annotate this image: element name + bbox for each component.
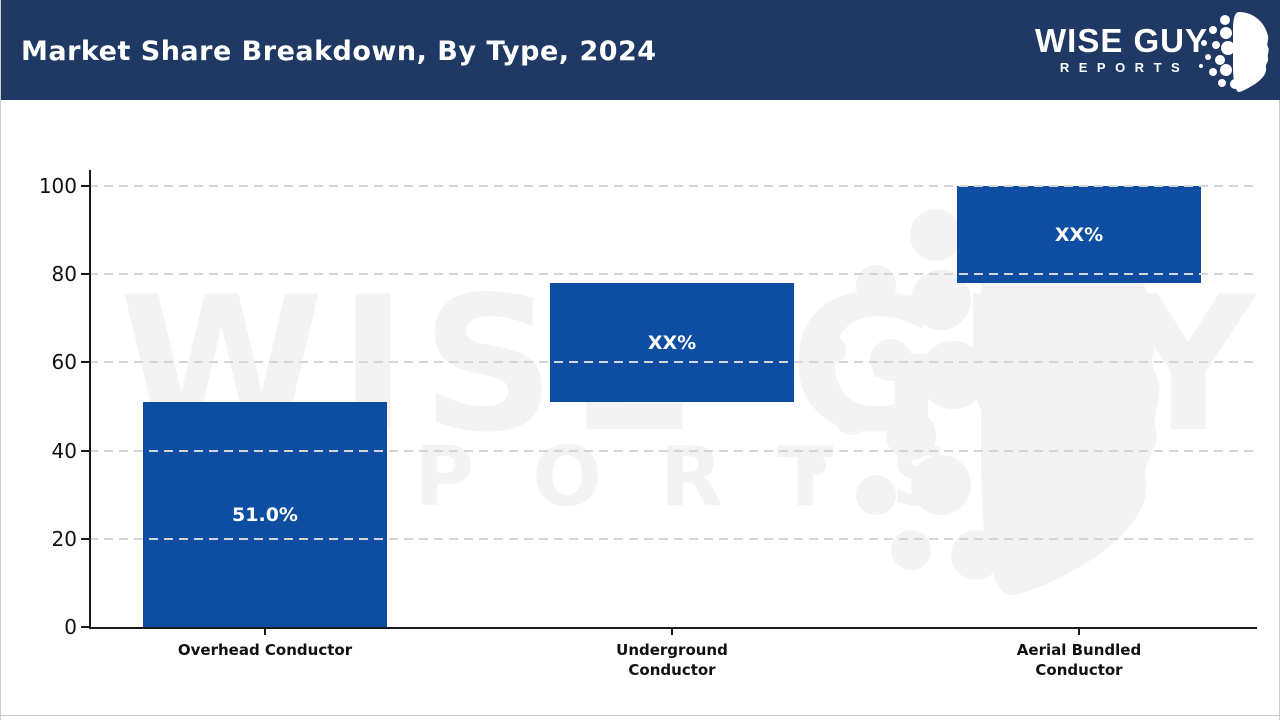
- bar-value-label: 51.0%: [232, 503, 298, 526]
- wise-guy-reports-logo: WISE GUY REPORTS: [1011, 8, 1269, 94]
- bar-segment: [143, 402, 387, 627]
- header-bar: Market Share Breakdown, By Type, 2024 WI…: [1, 0, 1280, 100]
- gridline-100: [89, 185, 1257, 187]
- y-tick-mark-80: [81, 273, 90, 276]
- y-tick-label-100: 100: [38, 174, 77, 198]
- gridline-20: [89, 537, 1257, 540]
- logo-subtitle: REPORTS: [1059, 60, 1190, 75]
- x-axis-label: Underground Conductor: [616, 641, 728, 679]
- y-tick-mark-100: [81, 185, 90, 187]
- watermark-face-icon: [806, 200, 1160, 595]
- page-bottom-border: [1, 715, 1280, 716]
- y-tick-label-40: 40: [51, 438, 77, 463]
- y-tick-label-60: 60: [51, 350, 77, 375]
- bar-value-label: XX%: [1054, 223, 1104, 246]
- bar-segment: [550, 283, 794, 403]
- y-tick-mark-0: [81, 626, 90, 628]
- bar-segment: [957, 186, 1201, 284]
- gridline-40: [89, 449, 1257, 452]
- x-axis-label: Aerial Bundled Conductor: [1016, 641, 1142, 679]
- y-tick-label-0: 0: [64, 615, 77, 639]
- logo-face-icon: [1199, 12, 1269, 92]
- y-tick-label-80: 80: [51, 262, 77, 287]
- bar-value-label: XX%: [647, 331, 697, 354]
- y-tick-mark-60: [81, 361, 90, 364]
- y-tick-label-20: 20: [51, 526, 77, 551]
- chart-title: Market Share Breakdown, By Type, 2024: [21, 36, 657, 67]
- x-axis-spine: [89, 627, 1257, 629]
- y-axis-spine: [89, 170, 91, 629]
- x-tick-mark: [264, 628, 266, 635]
- y-tick-mark-40: [81, 449, 90, 452]
- x-tick-mark: [1078, 628, 1080, 635]
- plot-area: 0 20 40 60 80 100 51.0% Overhead Conductor XX% Un…: [1, 100, 1280, 715]
- y-tick-mark-20: [81, 537, 90, 540]
- x-axis-label: Overhead Conductor: [177, 641, 353, 659]
- gridline-60: [89, 361, 1257, 364]
- x-tick-mark: [671, 628, 673, 635]
- logo-wordmark: WISE GUY: [1035, 22, 1209, 59]
- gridline-80: [89, 273, 1257, 276]
- logo-text: WISE GUY REPORTS: [1035, 22, 1209, 76]
